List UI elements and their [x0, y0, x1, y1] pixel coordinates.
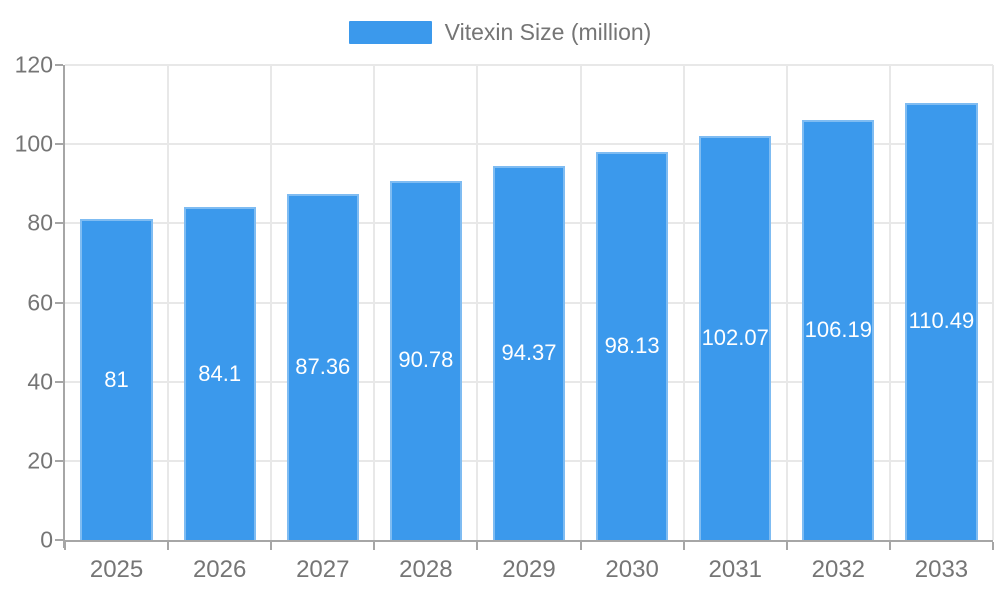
- bar[interactable]: [905, 102, 978, 540]
- y-axis-tick: [55, 143, 63, 146]
- x-axis-tick: [476, 542, 479, 550]
- bar[interactable]: [286, 194, 359, 540]
- grid-line-h: [65, 64, 993, 66]
- y-axis-tick: [55, 64, 63, 66]
- bar-value-label: 81: [104, 366, 129, 392]
- grid-line-v: [682, 65, 685, 540]
- x-tick-label: 2027: [296, 556, 350, 583]
- y-tick-label: 0: [40, 526, 53, 553]
- x-axis-tick: [167, 542, 170, 550]
- x-axis-tick: [785, 542, 788, 550]
- x-axis-line: [65, 540, 993, 542]
- legend[interactable]: Vitexin Size (million): [0, 18, 1000, 46]
- x-axis-tick: [270, 542, 273, 550]
- x-tick-label: 2029: [502, 556, 556, 583]
- grid-line-v: [476, 65, 479, 540]
- grid-line-v: [992, 65, 994, 540]
- bar[interactable]: [596, 151, 669, 540]
- grid-line-v: [579, 65, 582, 540]
- bar-value-label: 84.1: [198, 360, 242, 386]
- bar[interactable]: [802, 119, 875, 540]
- bar-value-label: 98.13: [604, 332, 660, 358]
- x-tick-label: 2031: [708, 556, 762, 583]
- y-tick-label: 100: [14, 130, 53, 157]
- y-axis-tick: [55, 380, 63, 383]
- legend-swatch-icon: [348, 20, 432, 44]
- x-tick-label: 2028: [399, 556, 453, 583]
- bar[interactable]: [183, 207, 256, 540]
- bar[interactable]: [699, 135, 772, 540]
- x-tick-label: 2033: [914, 556, 969, 583]
- y-axis-tick: [55, 222, 63, 225]
- y-axis-tick: [55, 301, 63, 304]
- x-axis-tick: [682, 542, 685, 550]
- legend-label: Vitexin Size (million): [444, 18, 652, 45]
- grid-line-v: [373, 65, 376, 540]
- y-tick-label: 80: [27, 209, 53, 236]
- y-tick-label: 20: [27, 447, 53, 474]
- bar[interactable]: [80, 219, 153, 540]
- bar[interactable]: [389, 180, 462, 540]
- bar[interactable]: [492, 166, 566, 540]
- grid-line-v: [270, 65, 273, 540]
- x-tick-label: 2025: [89, 556, 144, 583]
- y-axis-tick: [55, 459, 63, 462]
- x-axis-tick: [373, 542, 376, 550]
- x-axis-tick: [579, 542, 582, 550]
- y-axis-tick: [55, 539, 63, 541]
- grid-line-h: [65, 143, 993, 146]
- grid-line-v: [888, 65, 891, 540]
- x-tick-label: 2032: [811, 556, 866, 583]
- grid-line-v: [167, 65, 170, 540]
- grid-line-v: [785, 65, 788, 540]
- x-tick-label: 2030: [605, 556, 659, 583]
- y-tick-label: 120: [14, 51, 53, 78]
- bar-value-label: 87.36: [295, 354, 351, 380]
- bar-value-label: 110.49: [908, 308, 975, 334]
- x-axis-tick: [64, 542, 66, 550]
- bar-value-label: 94.37: [501, 340, 557, 366]
- x-axis-tick: [992, 542, 994, 550]
- y-tick-label: 40: [27, 368, 53, 395]
- y-axis-line: [63, 65, 65, 548]
- bar-value-label: 106.19: [804, 316, 872, 342]
- bar-value-label: 102.07: [701, 324, 769, 350]
- y-tick-label: 60: [27, 289, 53, 315]
- x-tick-label: 2026: [192, 556, 247, 583]
- bar-value-label: 90.78: [398, 347, 454, 373]
- plot-area: 81 84.1 87.36 90.78 94.37 98.13 102.07 106.19 11…: [55, 64, 994, 550]
- x-axis-tick: [888, 542, 891, 550]
